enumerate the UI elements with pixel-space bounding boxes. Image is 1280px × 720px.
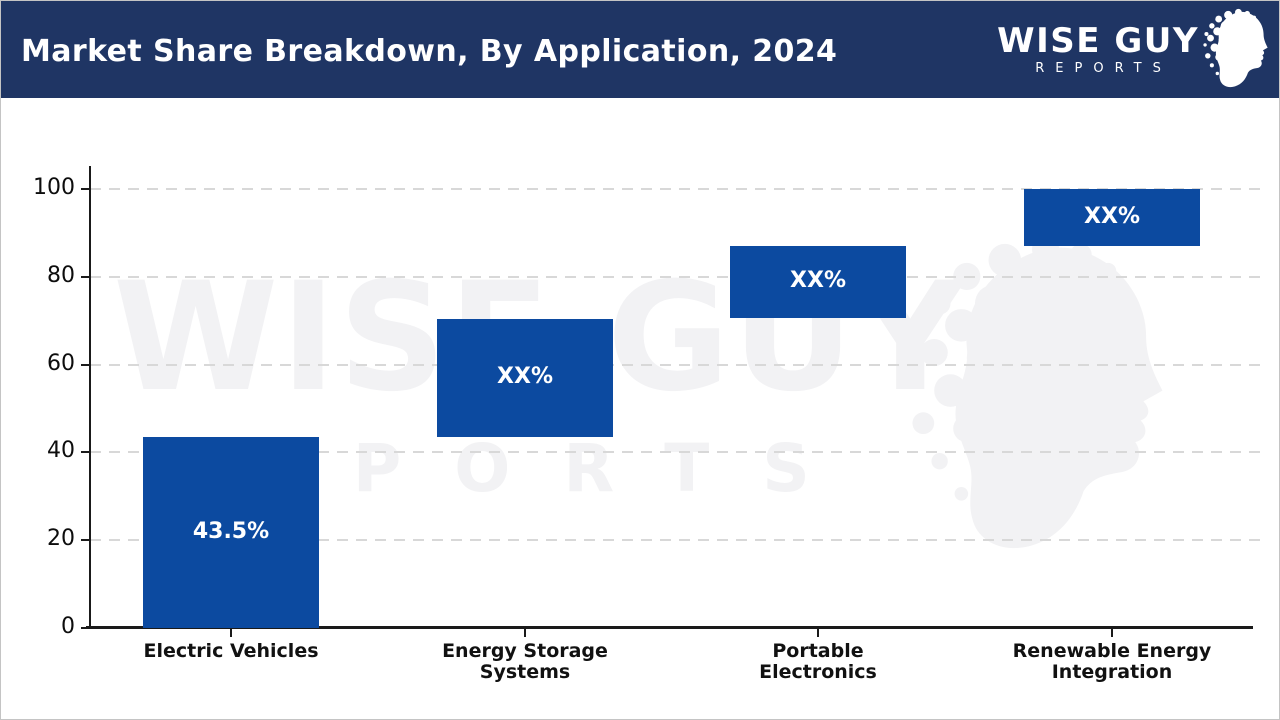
logo-wordmark: WISE GUY	[997, 20, 1199, 61]
y-axis-line	[89, 166, 91, 628]
x-category-label-line: Electric Vehicles	[143, 640, 319, 662]
y-tick-label-20: 20	[47, 526, 75, 552]
x-category-label-line: Renewable Energy	[1012, 640, 1212, 662]
grid-line-20	[90, 539, 1265, 542]
x-category-label-line: Systems	[479, 661, 571, 683]
y-tick-label-100: 100	[33, 175, 75, 200]
y-tick-mark-40	[81, 451, 90, 454]
grid-line-80	[90, 275, 1265, 278]
grid-line-40	[90, 451, 1265, 454]
x-tick-mark-energy-storage-systems	[524, 629, 526, 637]
x-category-label-line: Energy Storage	[442, 640, 608, 662]
x-tick-mark-renewable-energy-integration	[1111, 629, 1113, 637]
logo-text: WISE GUY REPORTS	[997, 24, 1199, 75]
x-category-label-energy-storage-systems: Energy Storage Systems	[391, 641, 659, 683]
bar-value-label-energy-storage-systems: XX%	[497, 363, 553, 389]
y-tick-mark-20	[81, 539, 90, 542]
y-tick-mark-0	[81, 627, 90, 629]
x-category-label-line: Electronics	[759, 661, 877, 683]
bar-value-label-portable-electronics: XX%	[790, 268, 846, 294]
grid-line-100	[90, 188, 1265, 190]
y-tick-label-0: 0	[61, 614, 75, 639]
header-bar: Market Share Breakdown, By Application, …	[1, 1, 1279, 98]
x-category-label-electric-vehicles: Electric Vehicles	[97, 641, 365, 662]
y-tick-mark-60	[81, 363, 90, 366]
chart-area: WISE GUY REPORTS 0 20 40 60 80 100 43.5% Electr…	[1, 98, 1279, 719]
y-tick-label-80: 80	[47, 262, 75, 288]
x-tick-mark-portable-electronics	[817, 629, 819, 637]
x-tick-mark-electric-vehicles	[230, 629, 232, 637]
logo-subtitle: REPORTS	[1035, 60, 1172, 76]
y-tick-mark-80	[81, 275, 90, 278]
bar-electric-vehicles	[143, 437, 319, 628]
grid-line-60	[90, 363, 1265, 366]
bar-value-label-renewable-energy-integration: XX%	[1084, 203, 1140, 229]
y-tick-label-60: 60	[47, 350, 75, 376]
page-title: Market Share Breakdown, By Application, …	[21, 34, 838, 69]
x-category-label-line: Portable	[772, 640, 864, 662]
x-category-label-portable-electronics: Portable Electronics	[684, 641, 952, 683]
x-category-label-renewable-energy-integration: Renewable Energy Integration	[978, 641, 1246, 683]
bar-portable-electronics	[730, 246, 906, 319]
bar-value-label-electric-vehicles: 43.5%	[192, 518, 270, 544]
bar-energy-storage-systems	[437, 318, 613, 438]
x-category-label-line: Integration	[1051, 661, 1173, 683]
wise-guy-reports-logo: WISE GUY REPORTS	[997, 8, 1269, 90]
x-axis-line	[86, 626, 1253, 629]
y-tick-label-40: 40	[47, 438, 75, 464]
y-tick-mark-100	[81, 188, 90, 190]
